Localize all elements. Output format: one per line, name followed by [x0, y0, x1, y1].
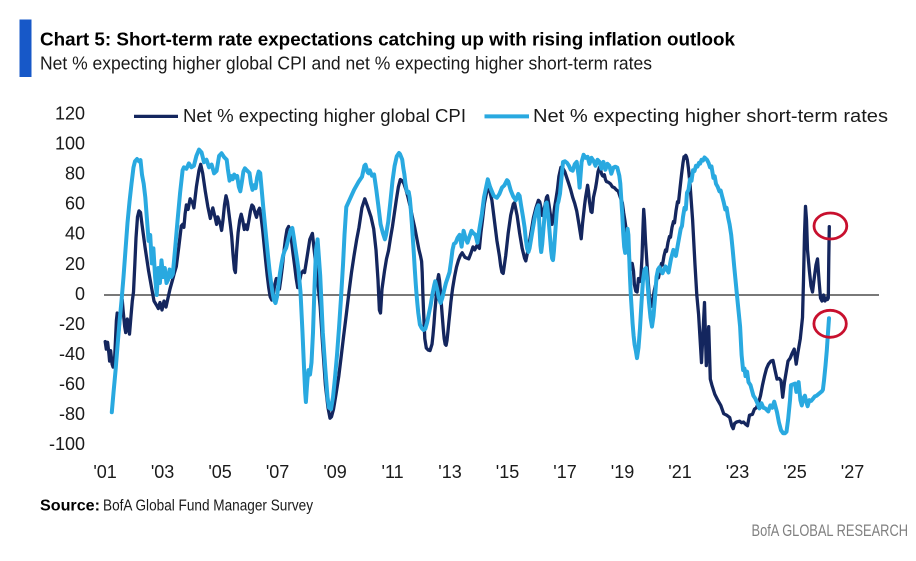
svg-text:40: 40	[65, 224, 85, 244]
svg-text:-40: -40	[59, 344, 85, 364]
svg-text:'07: '07	[266, 462, 289, 482]
svg-text:Net % expecting higher global: Net % expecting higher global CPI and ne…	[40, 54, 652, 74]
svg-text:'23: '23	[726, 462, 749, 482]
svg-text:80: 80	[65, 164, 85, 184]
svg-text:'05: '05	[208, 462, 231, 482]
svg-text:Net % expecting higher short-t: Net % expecting higher short-term rates	[533, 106, 888, 126]
svg-text:-100: -100	[49, 434, 85, 454]
svg-text:Chart 5: Short-term rate expec: Chart 5: Short-term rate expectations ca…	[40, 30, 736, 50]
svg-text:Net % expecting higher global: Net % expecting higher global CPI	[183, 106, 466, 126]
svg-text:'15: '15	[496, 462, 519, 482]
svg-text:'17: '17	[553, 462, 576, 482]
svg-text:-60: -60	[59, 374, 85, 394]
svg-text:'13: '13	[438, 462, 461, 482]
svg-text:120: 120	[55, 104, 85, 124]
svg-text:60: 60	[65, 194, 85, 214]
svg-text:'03: '03	[151, 462, 174, 482]
svg-text:100: 100	[55, 134, 85, 154]
svg-text:'01: '01	[93, 462, 116, 482]
svg-text:20: 20	[65, 254, 85, 274]
svg-text:'09: '09	[323, 462, 346, 482]
svg-text:-80: -80	[59, 404, 85, 424]
svg-text:'27: '27	[841, 462, 864, 482]
svg-text:Source:: Source:	[40, 498, 100, 515]
svg-text:'21: '21	[668, 462, 691, 482]
svg-text:'19: '19	[611, 462, 634, 482]
svg-text:BofA GLOBAL RESEARCH: BofA GLOBAL RESEARCH	[752, 521, 909, 540]
svg-text:BofA Global Fund Manager Surve: BofA Global Fund Manager Survey	[103, 498, 313, 515]
svg-text:'25: '25	[783, 462, 806, 482]
svg-text:'11: '11	[382, 462, 404, 482]
svg-text:0: 0	[75, 284, 85, 304]
svg-text:-20: -20	[59, 314, 85, 334]
